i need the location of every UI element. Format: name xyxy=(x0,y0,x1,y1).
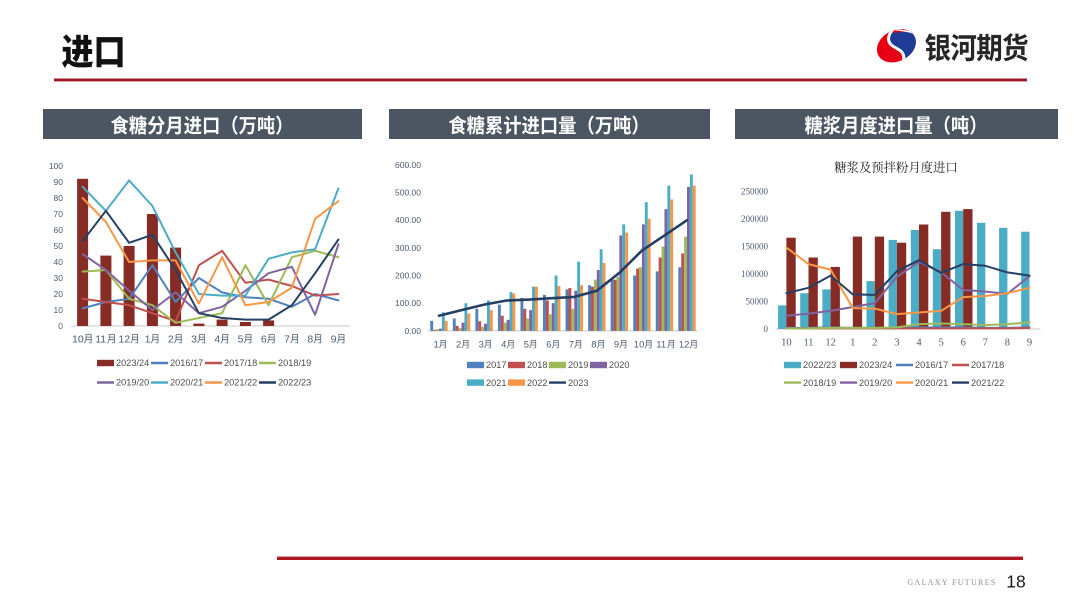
svg-text:90: 90 xyxy=(54,177,64,187)
svg-text:80: 80 xyxy=(54,193,64,203)
svg-text:2020/21: 2020/21 xyxy=(170,378,203,388)
svg-text:2021/22: 2021/22 xyxy=(224,378,257,388)
svg-text:4: 4 xyxy=(916,338,922,349)
svg-text:6: 6 xyxy=(961,338,966,349)
svg-text:200.00: 200.00 xyxy=(395,271,421,281)
svg-text:11: 11 xyxy=(803,338,813,349)
svg-text:70: 70 xyxy=(54,209,64,219)
svg-text:10: 10 xyxy=(781,338,792,349)
svg-text:GALAXY FUTURES: GALAXY FUTURES xyxy=(907,578,996,587)
svg-text:4: 4 xyxy=(214,334,220,346)
svg-text:50000: 50000 xyxy=(746,297,769,307)
svg-text:7: 7 xyxy=(569,340,574,351)
svg-text:2019/20: 2019/20 xyxy=(859,378,892,388)
svg-text:2021: 2021 xyxy=(486,378,506,388)
svg-text:6: 6 xyxy=(261,334,267,346)
svg-text:250000: 250000 xyxy=(741,187,769,197)
svg-text:12: 12 xyxy=(825,338,836,349)
svg-text:2017/18: 2017/18 xyxy=(224,358,257,368)
svg-text:2018/19: 2018/19 xyxy=(803,378,836,388)
svg-text:0.00: 0.00 xyxy=(404,326,421,336)
svg-text:7: 7 xyxy=(284,334,290,346)
svg-text:2: 2 xyxy=(456,340,461,351)
svg-text:2023/24: 2023/24 xyxy=(116,358,149,368)
svg-text:2019: 2019 xyxy=(568,360,588,370)
svg-text:11: 11 xyxy=(656,340,666,351)
svg-text:2021/22: 2021/22 xyxy=(971,378,1004,388)
svg-text:2017: 2017 xyxy=(486,360,506,370)
svg-text:2018: 2018 xyxy=(527,360,547,370)
svg-text:1: 1 xyxy=(434,340,439,351)
svg-text:10: 10 xyxy=(72,334,84,346)
svg-text:10: 10 xyxy=(634,340,645,351)
svg-text:7: 7 xyxy=(983,338,988,349)
svg-text:5: 5 xyxy=(524,340,529,351)
svg-text:9: 9 xyxy=(614,340,619,351)
svg-text:0: 0 xyxy=(58,321,63,331)
svg-text:150000: 150000 xyxy=(741,242,769,252)
svg-text:2022/23: 2022/23 xyxy=(278,378,311,388)
svg-text:8: 8 xyxy=(1005,338,1010,349)
svg-text:3: 3 xyxy=(894,338,899,349)
svg-text:2020/21: 2020/21 xyxy=(915,378,948,388)
svg-text:40: 40 xyxy=(54,257,64,267)
svg-text:10: 10 xyxy=(54,305,64,315)
svg-text:5: 5 xyxy=(938,338,943,349)
svg-text:30: 30 xyxy=(54,273,64,283)
svg-text:1: 1 xyxy=(145,334,151,346)
svg-text:2023/24: 2023/24 xyxy=(859,360,892,370)
svg-text:2020: 2020 xyxy=(609,360,629,370)
svg-text:100: 100 xyxy=(49,161,63,171)
svg-text:12: 12 xyxy=(679,340,690,351)
svg-text:0: 0 xyxy=(764,324,769,334)
svg-text:8: 8 xyxy=(591,340,596,351)
svg-text:11: 11 xyxy=(95,334,106,346)
svg-text:2022/23: 2022/23 xyxy=(803,360,836,370)
svg-text:12: 12 xyxy=(119,334,131,346)
svg-text:3: 3 xyxy=(479,340,484,351)
svg-text:4: 4 xyxy=(501,340,506,351)
svg-text:9: 9 xyxy=(1027,338,1032,349)
svg-text:600.00: 600.00 xyxy=(395,160,421,170)
svg-text:400.00: 400.00 xyxy=(395,215,421,225)
svg-text:1: 1 xyxy=(850,338,855,349)
svg-text:5: 5 xyxy=(238,334,244,346)
svg-text:6: 6 xyxy=(546,340,551,351)
svg-text:300.00: 300.00 xyxy=(395,243,421,253)
svg-text:200000: 200000 xyxy=(741,214,769,224)
svg-text:2019/20: 2019/20 xyxy=(116,378,149,388)
svg-text:2016/17: 2016/17 xyxy=(170,358,203,368)
svg-text:50: 50 xyxy=(54,241,64,251)
svg-text:100.00: 100.00 xyxy=(395,298,421,308)
svg-text:2: 2 xyxy=(872,338,877,349)
svg-text:2022: 2022 xyxy=(527,378,547,388)
svg-text:8: 8 xyxy=(307,334,313,346)
svg-text:60: 60 xyxy=(54,225,64,235)
svg-text:2023: 2023 xyxy=(568,378,588,388)
svg-text:100000: 100000 xyxy=(741,269,769,279)
svg-text:2018/19: 2018/19 xyxy=(278,358,311,368)
svg-text:9: 9 xyxy=(331,334,337,346)
svg-text:500.00: 500.00 xyxy=(395,188,421,198)
svg-text:2017/18: 2017/18 xyxy=(971,360,1004,370)
svg-text:18: 18 xyxy=(1006,572,1025,592)
svg-text:2: 2 xyxy=(168,334,174,346)
svg-text:3: 3 xyxy=(191,334,197,346)
svg-text:20: 20 xyxy=(54,289,64,299)
svg-text:2016/17: 2016/17 xyxy=(915,360,948,370)
